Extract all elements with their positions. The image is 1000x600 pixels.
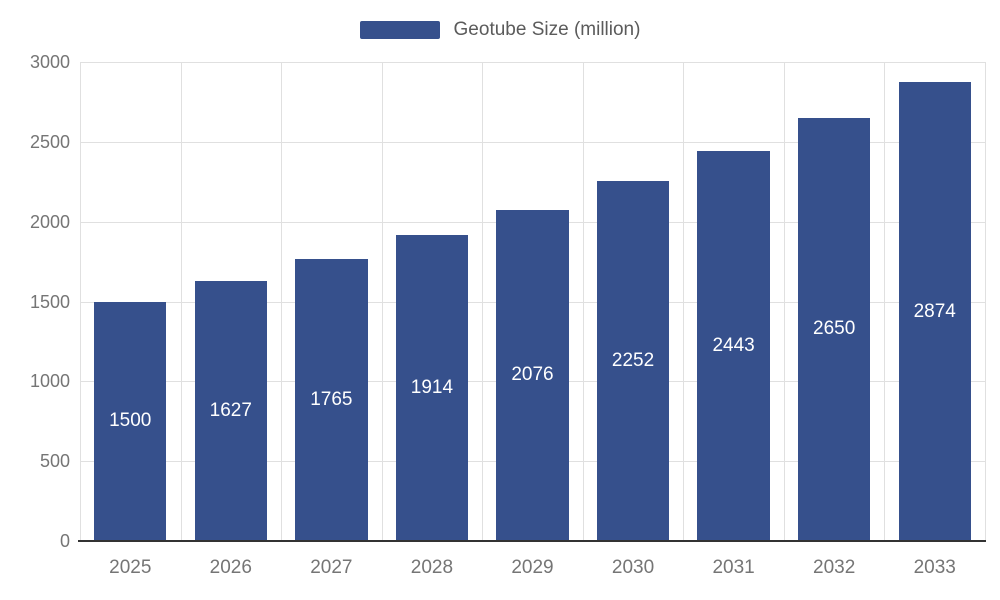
bar-2029[interactable]: 2076	[496, 209, 569, 541]
y-tick-label-2000: 2000	[29, 211, 70, 232]
bar-2032[interactable]: 2650	[797, 117, 871, 541]
gridline-vertical-4	[482, 62, 483, 541]
y-tick-label-2500: 2500	[29, 131, 70, 152]
y-tick-label-3000: 3000	[29, 52, 70, 72]
bar-2026[interactable]: 1627	[194, 281, 268, 541]
gridline-vertical-9	[985, 62, 986, 541]
plot-area: 1500 1627 1765 1914 2076 2252 2443 2650 2874	[80, 62, 986, 541]
bar-value-label-2032: 2650	[813, 318, 856, 340]
x-tick-label-2030: 2030	[611, 557, 655, 578]
gridline-vertical-1	[181, 62, 182, 541]
y-tick-label-0: 0	[59, 531, 70, 551]
gridline-vertical-6	[683, 62, 684, 541]
bar-value-label-2026: 1627	[209, 400, 252, 422]
bar-value-label-2030: 2252	[611, 350, 655, 372]
x-axis-line	[78, 540, 986, 542]
bar-2025[interactable]: 1500	[94, 301, 167, 541]
x-tick-label-2032: 2032	[813, 557, 856, 578]
bar-value-label-2031: 2443	[712, 334, 755, 356]
gridline-vertical-3	[382, 62, 383, 541]
legend[interactable]: Geotube Size (million)	[0, 16, 1000, 44]
legend-marker	[359, 21, 440, 39]
gridline-vertical-0	[80, 62, 81, 541]
bar-value-label-2027: 1765	[310, 389, 353, 411]
gridline-vertical-7	[784, 62, 785, 541]
bar-2028[interactable]: 1914	[395, 235, 469, 541]
bar-2030[interactable]: 2252	[596, 181, 670, 541]
gridline-vertical-5	[583, 62, 584, 541]
x-tick-label-2033: 2033	[913, 557, 956, 578]
legend-label: Geotube Size (million)	[453, 19, 641, 40]
gridline-vertical-8	[884, 62, 885, 541]
x-tick-label-2029: 2029	[511, 557, 554, 578]
x-tick-label-2031: 2031	[712, 557, 755, 578]
bar-2033[interactable]: 2874	[898, 82, 971, 541]
bar-2031[interactable]: 2443	[697, 150, 770, 541]
x-tick-label-2028: 2028	[410, 557, 454, 578]
y-tick-label-500: 500	[39, 451, 70, 472]
x-tick-label-2025: 2025	[109, 557, 152, 578]
x-tick-label-2027: 2027	[310, 557, 353, 578]
bar-value-label-2029: 2076	[511, 364, 554, 386]
gridline-horizontal-3000	[80, 62, 985, 63]
gridline-vertical-2	[281, 62, 282, 541]
bar-value-label-2028: 1914	[410, 377, 454, 399]
bar-value-label-2033: 2874	[913, 300, 956, 322]
y-tick-label-1000: 1000	[29, 371, 70, 392]
x-tick-label-2026: 2026	[209, 557, 252, 578]
bar-value-label-2025: 1500	[109, 410, 152, 432]
gridline-horizontal-2500	[80, 141, 985, 143]
bar-2027[interactable]: 1765	[295, 259, 368, 541]
y-tick-label-1500: 1500	[29, 291, 70, 312]
